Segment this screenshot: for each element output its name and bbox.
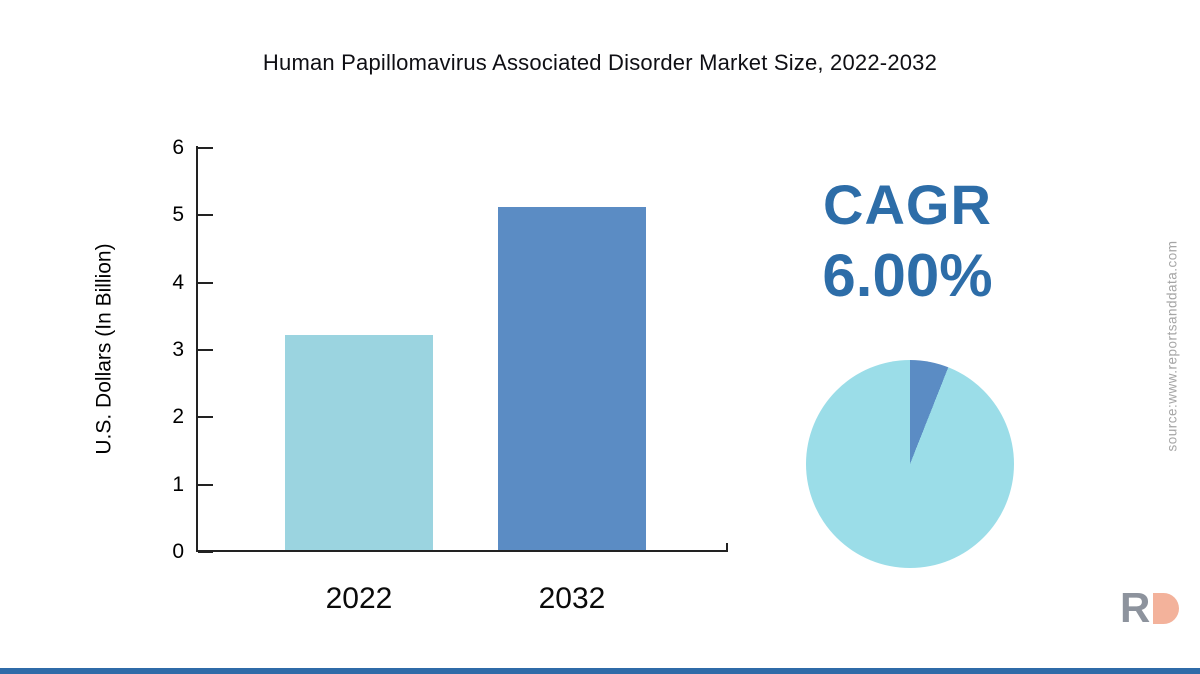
y-tick-label: 6 [172, 136, 184, 159]
bar-2022 [285, 334, 433, 550]
y-tick [198, 214, 213, 217]
brand-logo: R [1120, 584, 1182, 631]
cagr-value: 6.00% [822, 242, 993, 309]
y-tick-label: 5 [172, 203, 184, 227]
x-category-label-2032: 2032 [538, 582, 606, 615]
y-tick [198, 416, 213, 419]
y-tick-label: 3 [172, 338, 184, 361]
y-tick-label: 4 [172, 270, 184, 294]
logo-letter-r: R [1120, 584, 1151, 631]
y-tick [198, 551, 213, 553]
chart-title: Human Papillomavirus Associated Disorder… [262, 50, 938, 75]
y-tick [198, 147, 213, 149]
x-axis-end-tick [726, 543, 728, 552]
bar-chart-plot-area: 0 1 2 3 4 5 6 2022 2032 [172, 136, 728, 615]
y-tick [198, 349, 213, 351]
y-axis-title-text: U.S. Dollars (In Billion) [93, 243, 117, 455]
bottom-accent-bar [0, 668, 1200, 674]
pie-chart [806, 360, 1014, 568]
source-note-text: source:www.reportsanddata.com [1164, 240, 1180, 452]
y-tick-label: 2 [172, 405, 184, 429]
y-tick [198, 483, 213, 486]
cagr-callout: CAGR 6.00% [775, 175, 1040, 309]
cagr-label: CAGR [823, 173, 992, 236]
logo-d-shape-icon [1153, 593, 1179, 624]
x-axis-line [196, 550, 728, 552]
x-category-label-2022: 2022 [325, 582, 393, 615]
y-tick [198, 281, 213, 284]
bar-2032 [498, 206, 646, 550]
y-axis-line [196, 146, 198, 552]
y-tick-label: 0 [172, 540, 184, 563]
y-tick-label: 1 [172, 472, 184, 496]
